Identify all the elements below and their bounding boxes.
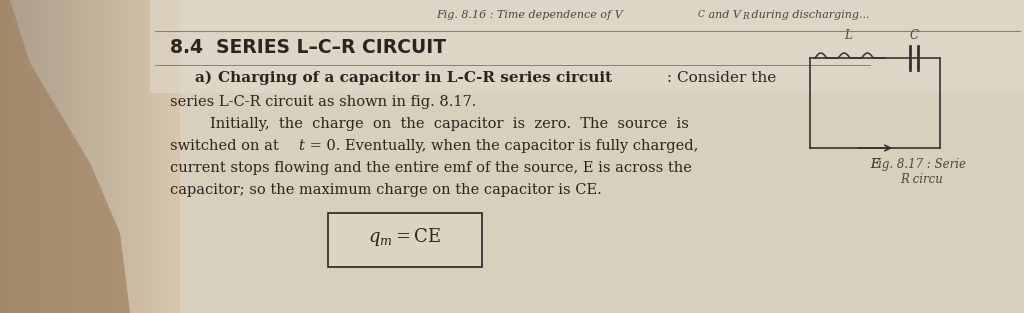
Text: switched on at: switched on at: [170, 139, 284, 153]
Text: C: C: [909, 29, 919, 42]
Text: 8.4  SERIES L–C–R CIRCUIT: 8.4 SERIES L–C–R CIRCUIT: [170, 38, 446, 57]
Text: R: R: [742, 12, 749, 21]
Text: Fig. 8.17 : Serie: Fig. 8.17 : Serie: [870, 158, 966, 171]
Text: and V: and V: [705, 10, 741, 20]
Bar: [150, 0, 1024, 93]
Polygon shape: [0, 0, 130, 313]
Text: t: t: [298, 139, 304, 153]
Text: Fig. 8.16 : Time dependence of V: Fig. 8.16 : Time dependence of V: [436, 10, 624, 20]
Text: during discharging...: during discharging...: [748, 10, 869, 20]
Text: L: L: [844, 29, 852, 42]
Text: : Consider the: : Consider the: [662, 71, 776, 85]
Text: R circu: R circu: [900, 173, 943, 186]
Text: series L-C-R circuit as shown in fig. 8.17.: series L-C-R circuit as shown in fig. 8.…: [170, 95, 476, 109]
FancyBboxPatch shape: [328, 213, 482, 267]
Text: current stops flowing and the entire emf of the source, E is across the: current stops flowing and the entire emf…: [170, 161, 692, 175]
Text: C: C: [698, 10, 705, 19]
Text: = 0. Eventually, when the capacitor is fully charged,: = 0. Eventually, when the capacitor is f…: [305, 139, 698, 153]
Text: E: E: [870, 158, 880, 171]
Text: capacitor; so the maximum charge on the capacitor is CE.: capacitor; so the maximum charge on the …: [170, 183, 602, 197]
Text: $q_m = \mathrm{CE}$: $q_m = \mathrm{CE}$: [369, 226, 441, 248]
Text: Charging of a capacitor in L-C-R series circuit: Charging of a capacitor in L-C-R series …: [218, 71, 612, 85]
Text: a): a): [195, 71, 222, 85]
Text: Initially,  the  charge  on  the  capacitor  is  zero.  The  source  is: Initially, the charge on the capacitor i…: [210, 117, 689, 131]
